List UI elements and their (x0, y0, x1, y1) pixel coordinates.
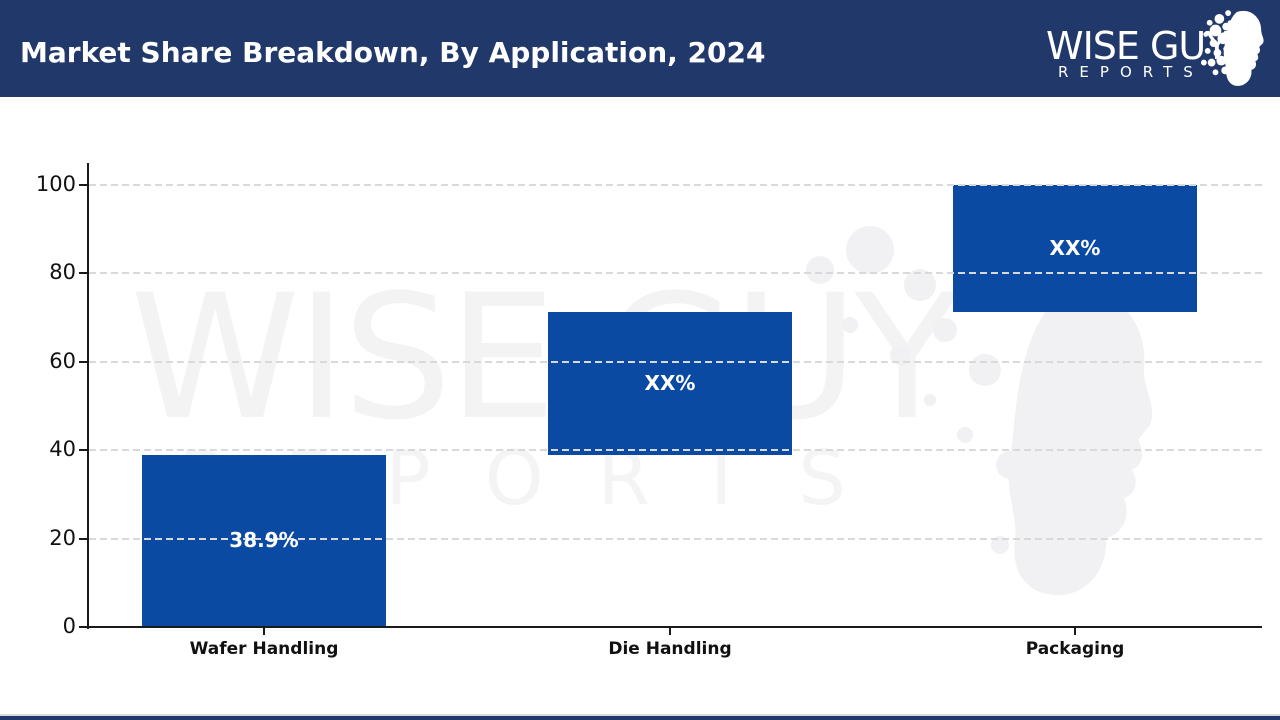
logo-dotted-head-icon (1200, 10, 1264, 86)
y-tick-label-20: 20 (49, 525, 76, 550)
logo-subtext: REPORTS (1058, 63, 1204, 81)
bar-packaging (953, 185, 1197, 313)
x-category-label-packaging: Packaging (1025, 639, 1125, 659)
bar-value-label-die-handling: XX% (644, 370, 696, 395)
y-tick-40 (79, 449, 87, 452)
logo-wordmark: WISE GUY (1046, 24, 1228, 68)
bar-value-label-wafer-handling: 38.9% (229, 528, 299, 553)
footer-accent-bar (0, 716, 1280, 720)
y-tick-0 (79, 626, 87, 628)
page-title: Market Share Breakdown, By Application, … (20, 36, 766, 69)
bar-wafer-handling (142, 455, 386, 627)
x-axis-line (87, 626, 1262, 628)
y-tick-label-100: 100 (35, 172, 76, 196)
footer-hairline (0, 714, 1280, 716)
gridline-60 (89, 360, 1262, 363)
x-tick-die-handling (669, 628, 671, 635)
watermark-wordmark: WISE GUY (130, 257, 960, 458)
bar-value-label-packaging: XX% (1049, 235, 1101, 260)
y-tick-label-60: 60 (49, 348, 76, 373)
gridline-20 (89, 537, 1262, 540)
bar-die-handling (548, 312, 792, 456)
y-tick-20 (79, 537, 87, 540)
header-bar: Market Share Breakdown, By Application, … (0, 0, 1280, 97)
gridline-80 (89, 272, 1262, 275)
gridline-100 (89, 184, 1262, 186)
x-category-label-die-handling: Die Handling (608, 639, 732, 659)
x-tick-wafer-handling (263, 628, 265, 635)
y-tick-label-80: 80 (49, 260, 76, 285)
y-tick-80 (79, 272, 87, 275)
y-tick-60 (79, 360, 87, 363)
y-tick-100 (79, 184, 87, 186)
x-tick-packaging (1074, 628, 1076, 635)
y-axis-line (87, 163, 89, 629)
x-category-label-wafer-handling: Wafer Handling (189, 639, 339, 659)
gridline-40 (89, 449, 1262, 452)
y-tick-label-0: 0 (62, 614, 76, 638)
y-tick-label-40: 40 (49, 437, 76, 462)
